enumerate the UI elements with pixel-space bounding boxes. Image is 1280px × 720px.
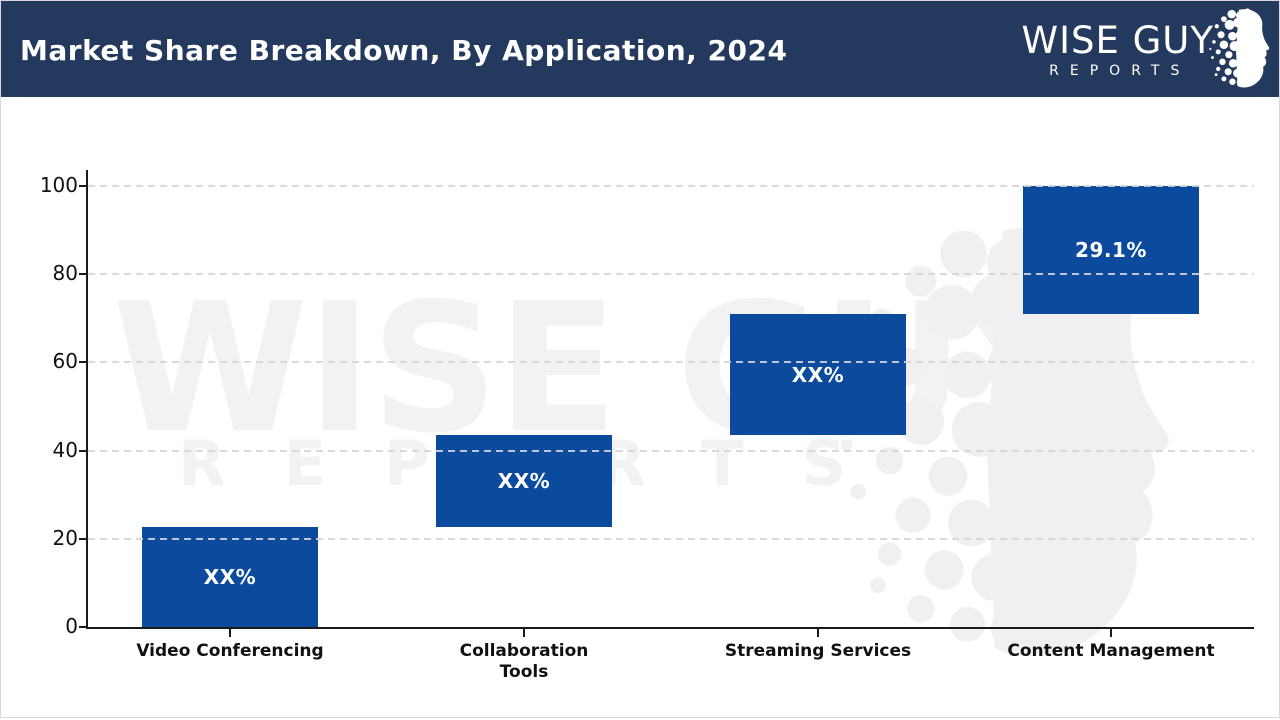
header: Market Share Breakdown, By Application, …	[0, 0, 1280, 97]
y-tick-mark	[79, 449, 88, 452]
bar-video-conferencing: XX%	[142, 527, 318, 627]
bar-value-label: 29.1%	[1075, 238, 1147, 263]
bar-value-label: XX%	[497, 469, 551, 494]
y-tick-label: 0	[65, 614, 78, 638]
x-axis-spine	[86, 627, 1254, 629]
y-tick-label: 80	[52, 261, 78, 286]
x-category-label: Video Conferencing	[136, 641, 324, 661]
logo-subtitle: REPORTS	[1049, 63, 1191, 79]
chart-area: WISE GUY REPORTS 020406080100XX%XX%XX%29…	[0, 97, 1280, 720]
y-gridline	[88, 361, 1254, 364]
logo-wordmark: WISE GUY REPORTS	[1022, 19, 1214, 79]
y-tick-mark	[79, 626, 88, 628]
y-tick-mark	[79, 185, 88, 187]
page-title: Market Share Breakdown, By Application, …	[20, 34, 788, 67]
y-gridline	[88, 537, 1254, 540]
y-tick-mark	[79, 273, 88, 276]
bar-streaming-services: XX%	[730, 314, 906, 436]
y-tick-mark	[79, 537, 88, 540]
bar-value-label: XX%	[791, 362, 845, 387]
bar-content-management: 29.1%	[1023, 186, 1199, 315]
logo-name: WISE GUY	[1021, 19, 1214, 62]
y-gridline	[88, 449, 1254, 452]
x-category-label: Streaming Services	[724, 641, 912, 661]
y-gridline	[88, 273, 1254, 276]
bar-value-label: XX%	[203, 565, 257, 590]
x-tick-mark	[1110, 628, 1112, 637]
y-tick-mark	[79, 361, 88, 364]
y-axis-spine	[86, 170, 88, 629]
x-category-label: Collaboration Tools	[459, 641, 589, 683]
y-gridline	[88, 185, 1254, 187]
brand-logo: WISE GUY REPORTS	[1022, 6, 1272, 92]
x-tick-mark	[523, 628, 525, 637]
y-tick-label: 20	[52, 525, 78, 550]
x-tick-mark	[229, 628, 231, 637]
y-tick-label: 40	[52, 437, 78, 462]
y-tick-label: 60	[52, 349, 78, 374]
x-category-label: Content Management	[1007, 641, 1215, 661]
x-tick-mark	[817, 628, 819, 637]
y-tick-label: 100	[39, 173, 78, 197]
